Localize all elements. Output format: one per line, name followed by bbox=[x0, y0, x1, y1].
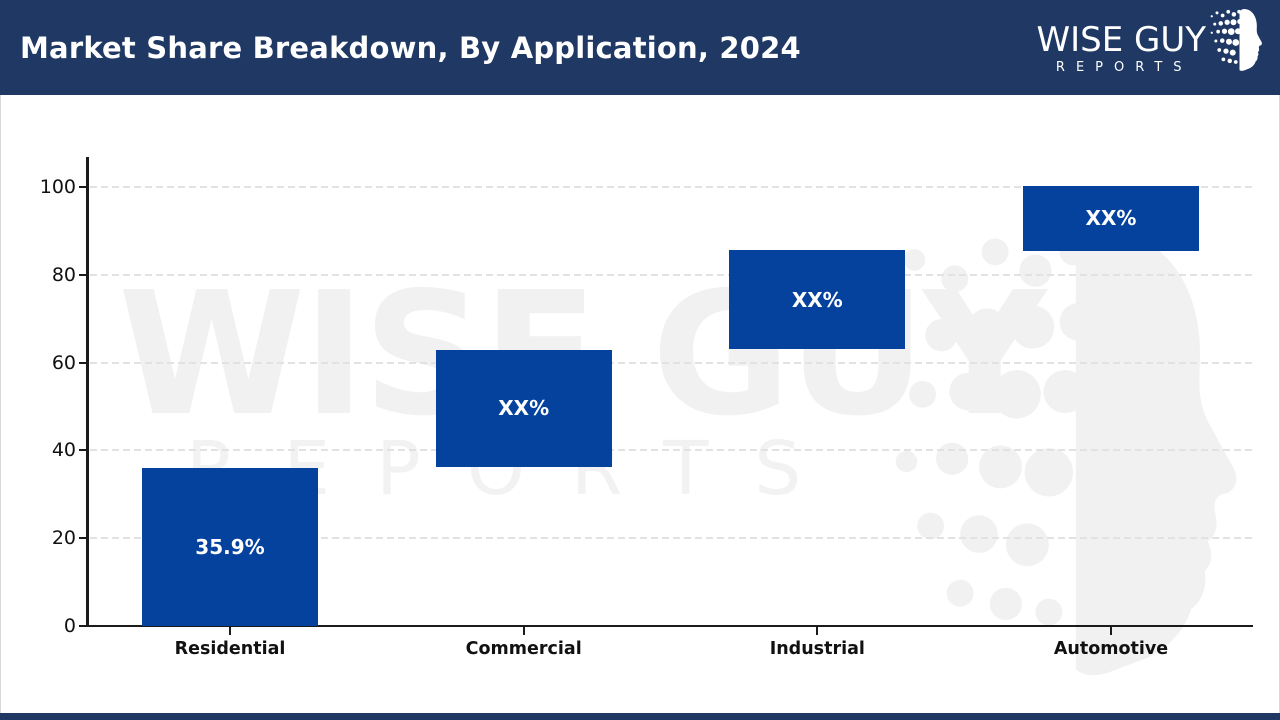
brand-logo: WISE GUY REPORTS bbox=[1036, 6, 1268, 90]
logo-face-icon bbox=[1208, 8, 1268, 88]
bar-value-label: XX% bbox=[791, 287, 843, 312]
category-label: Residential bbox=[174, 639, 286, 659]
header-bar: Market Share Breakdown, By Application, … bbox=[0, 0, 1280, 95]
y-tick-label: 80 bbox=[51, 263, 76, 286]
y-tick-mark bbox=[79, 537, 87, 540]
y-tick-mark bbox=[79, 625, 87, 627]
logo-reports: REPORTS bbox=[1055, 59, 1193, 75]
x-tick-mark bbox=[816, 627, 819, 635]
category-label: Commercial bbox=[465, 639, 582, 659]
category-label: Automotive bbox=[1053, 639, 1169, 659]
gridline bbox=[90, 537, 1253, 540]
bar-automotive: XX% bbox=[1023, 186, 1199, 251]
y-tick-label: 40 bbox=[51, 439, 76, 462]
watermark-face-icon bbox=[850, 225, 1280, 705]
footer-bar bbox=[0, 713, 1280, 720]
category-label: Industrial bbox=[769, 639, 865, 659]
gridline bbox=[90, 186, 1253, 188]
x-tick-mark bbox=[229, 627, 231, 635]
x-tick-mark bbox=[1110, 627, 1112, 635]
bar-industrial: XX% bbox=[729, 250, 906, 350]
y-tick-mark bbox=[79, 186, 87, 188]
y-tick-label: 100 bbox=[39, 176, 76, 198]
y-tick-label: 20 bbox=[51, 527, 76, 550]
logo-wordmark: WISE GUY bbox=[1036, 19, 1206, 60]
bar-commercial: XX% bbox=[435, 349, 612, 468]
bar-value-label: XX% bbox=[498, 396, 550, 421]
y-tick-label: 60 bbox=[51, 351, 76, 374]
bar-residential: 35.9% bbox=[142, 468, 318, 626]
bar-value-label: 35.9% bbox=[195, 535, 265, 560]
bar-value-label: XX% bbox=[1085, 206, 1137, 231]
y-tick-label: 0 bbox=[63, 615, 76, 637]
chart-title: Market Share Breakdown, By Application, … bbox=[20, 30, 801, 65]
gridline bbox=[90, 361, 1253, 364]
x-tick-mark bbox=[522, 627, 525, 635]
gridline bbox=[90, 449, 1253, 452]
x-axis-spine bbox=[86, 624, 1253, 627]
y-axis-spine bbox=[86, 157, 89, 627]
y-tick-mark bbox=[79, 273, 87, 276]
y-tick-mark bbox=[79, 449, 87, 452]
y-tick-mark bbox=[79, 361, 87, 364]
gridline bbox=[90, 273, 1253, 276]
